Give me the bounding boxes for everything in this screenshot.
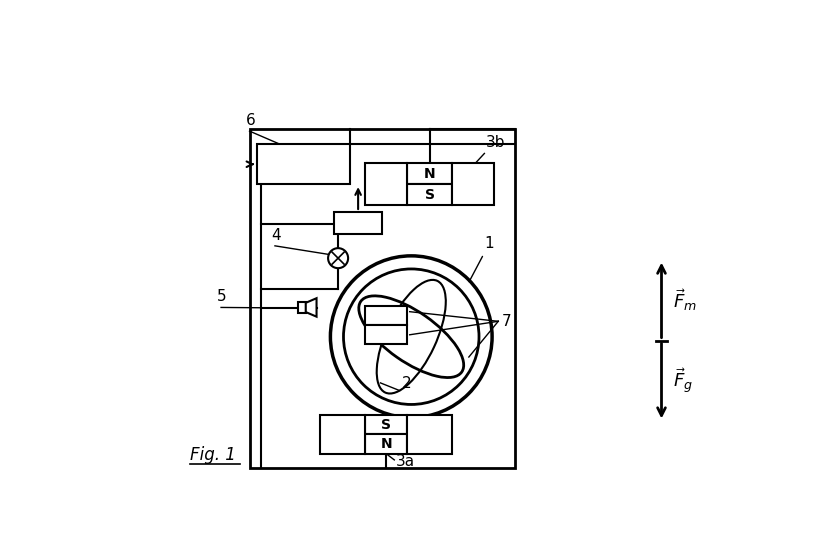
Bar bbox=[407, 164, 452, 184]
Text: 4: 4 bbox=[271, 228, 281, 242]
Text: N: N bbox=[381, 309, 392, 323]
Text: Fig. 1: Fig. 1 bbox=[190, 446, 236, 464]
Text: 2: 2 bbox=[402, 376, 412, 391]
Bar bbox=[452, 164, 495, 205]
Bar bbox=[298, 302, 306, 313]
Circle shape bbox=[328, 248, 348, 268]
Bar bbox=[257, 144, 349, 184]
Bar bbox=[407, 184, 452, 205]
Bar bbox=[365, 325, 407, 344]
Polygon shape bbox=[306, 298, 317, 317]
Bar bbox=[334, 212, 382, 234]
Text: N: N bbox=[381, 437, 392, 451]
Text: 3a: 3a bbox=[396, 454, 415, 469]
Text: 5: 5 bbox=[218, 290, 227, 304]
Bar bbox=[320, 416, 365, 454]
Bar bbox=[249, 129, 515, 468]
Text: S: S bbox=[381, 328, 391, 342]
Bar bbox=[365, 306, 407, 325]
Bar bbox=[365, 164, 407, 205]
Text: N: N bbox=[424, 167, 436, 181]
Text: S: S bbox=[381, 418, 391, 432]
Text: 3b: 3b bbox=[486, 136, 506, 150]
Text: $\vec{F}_g$: $\vec{F}_g$ bbox=[673, 366, 693, 395]
Text: $\vec{F}_m$: $\vec{F}_m$ bbox=[673, 287, 697, 313]
Bar bbox=[365, 435, 407, 454]
Text: S: S bbox=[425, 188, 435, 202]
Text: 6: 6 bbox=[246, 113, 255, 128]
Bar bbox=[365, 416, 407, 435]
Bar bbox=[407, 416, 452, 454]
Text: 7: 7 bbox=[502, 314, 512, 329]
Text: 1: 1 bbox=[470, 236, 494, 282]
